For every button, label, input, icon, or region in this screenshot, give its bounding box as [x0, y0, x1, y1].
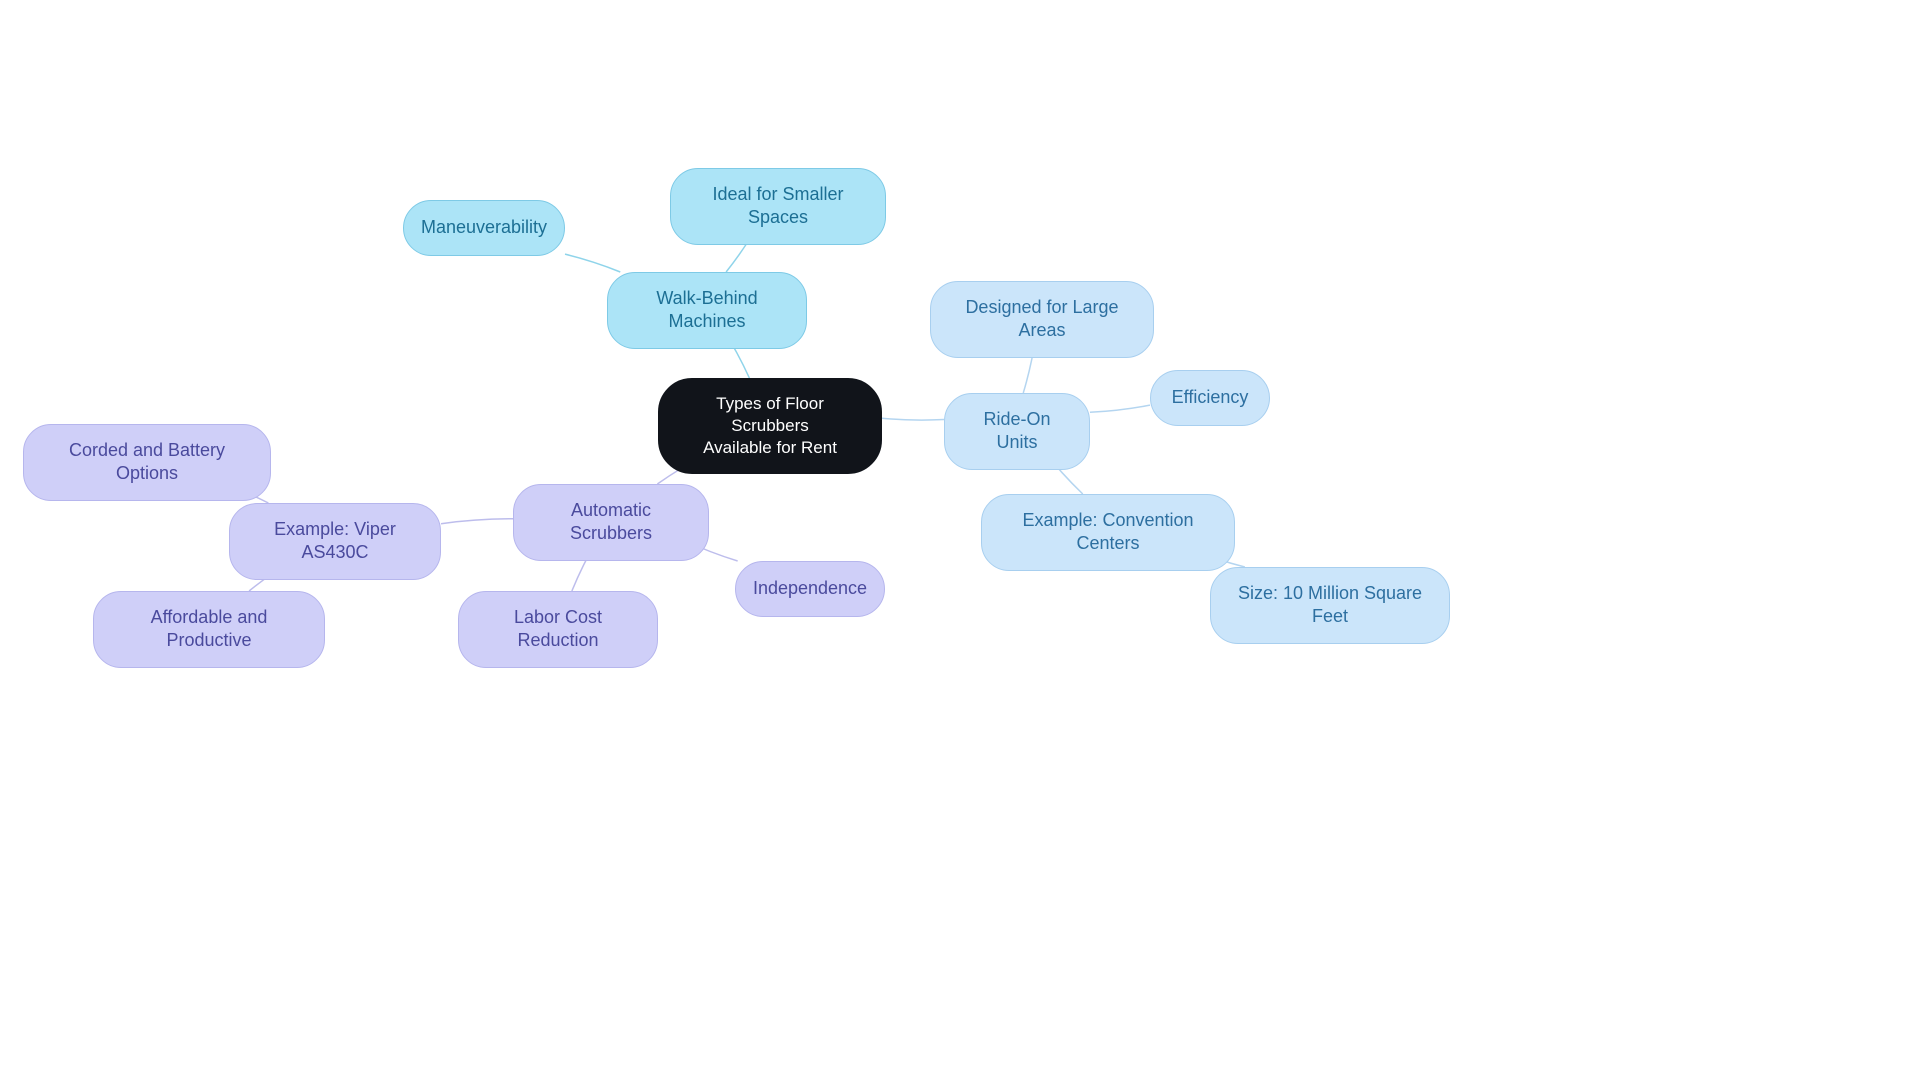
node-walk-maneuver: Maneuverability — [403, 200, 565, 256]
node-ride-ex: Example: Convention Centers — [981, 494, 1235, 571]
node-label: Automatic Scrubbers — [538, 499, 684, 546]
edge — [882, 418, 944, 420]
node-walk-smaller: Ideal for Smaller Spaces — [670, 168, 886, 245]
node-ride-size: Size: 10 Million Square Feet — [1210, 567, 1450, 644]
node-label: Example: Viper AS430C — [254, 518, 416, 565]
node-label: Maneuverability — [421, 216, 547, 239]
node-label: Walk-Behind Machines — [632, 287, 782, 334]
node-root: Types of Floor Scrubbers Available for R… — [658, 378, 882, 474]
node-label: Independence — [753, 577, 867, 600]
node-label: Types of Floor Scrubbers Available for R… — [683, 393, 857, 459]
node-auto-corded: Corded and Battery Options — [23, 424, 271, 501]
edge — [1090, 405, 1150, 412]
node-label: Example: Convention Centers — [1006, 509, 1210, 556]
node-label: Ride-On Units — [969, 408, 1065, 455]
node-label: Designed for Large Areas — [955, 296, 1129, 343]
node-label: Size: 10 Million Square Feet — [1235, 582, 1425, 629]
node-auto: Automatic Scrubbers — [513, 484, 709, 561]
node-auto-afford: Affordable and Productive — [93, 591, 325, 668]
edge — [441, 519, 513, 524]
node-auto-labor: Labor Cost Reduction — [458, 591, 658, 668]
node-label: Labor Cost Reduction — [483, 606, 633, 653]
node-walk: Walk-Behind Machines — [607, 272, 807, 349]
node-ride-eff: Efficiency — [1150, 370, 1270, 426]
node-label: Efficiency — [1172, 386, 1249, 409]
node-label: Corded and Battery Options — [48, 439, 246, 486]
node-label: Affordable and Productive — [118, 606, 300, 653]
node-ride: Ride-On Units — [944, 393, 1090, 470]
node-auto-ex: Example: Viper AS430C — [229, 503, 441, 580]
edge — [565, 254, 620, 272]
mindmap-canvas: Types of Floor Scrubbers Available for R… — [0, 0, 1920, 1083]
node-label: Ideal for Smaller Spaces — [695, 183, 861, 230]
node-ride-large: Designed for Large Areas — [930, 281, 1154, 358]
node-auto-ind: Independence — [735, 561, 885, 617]
